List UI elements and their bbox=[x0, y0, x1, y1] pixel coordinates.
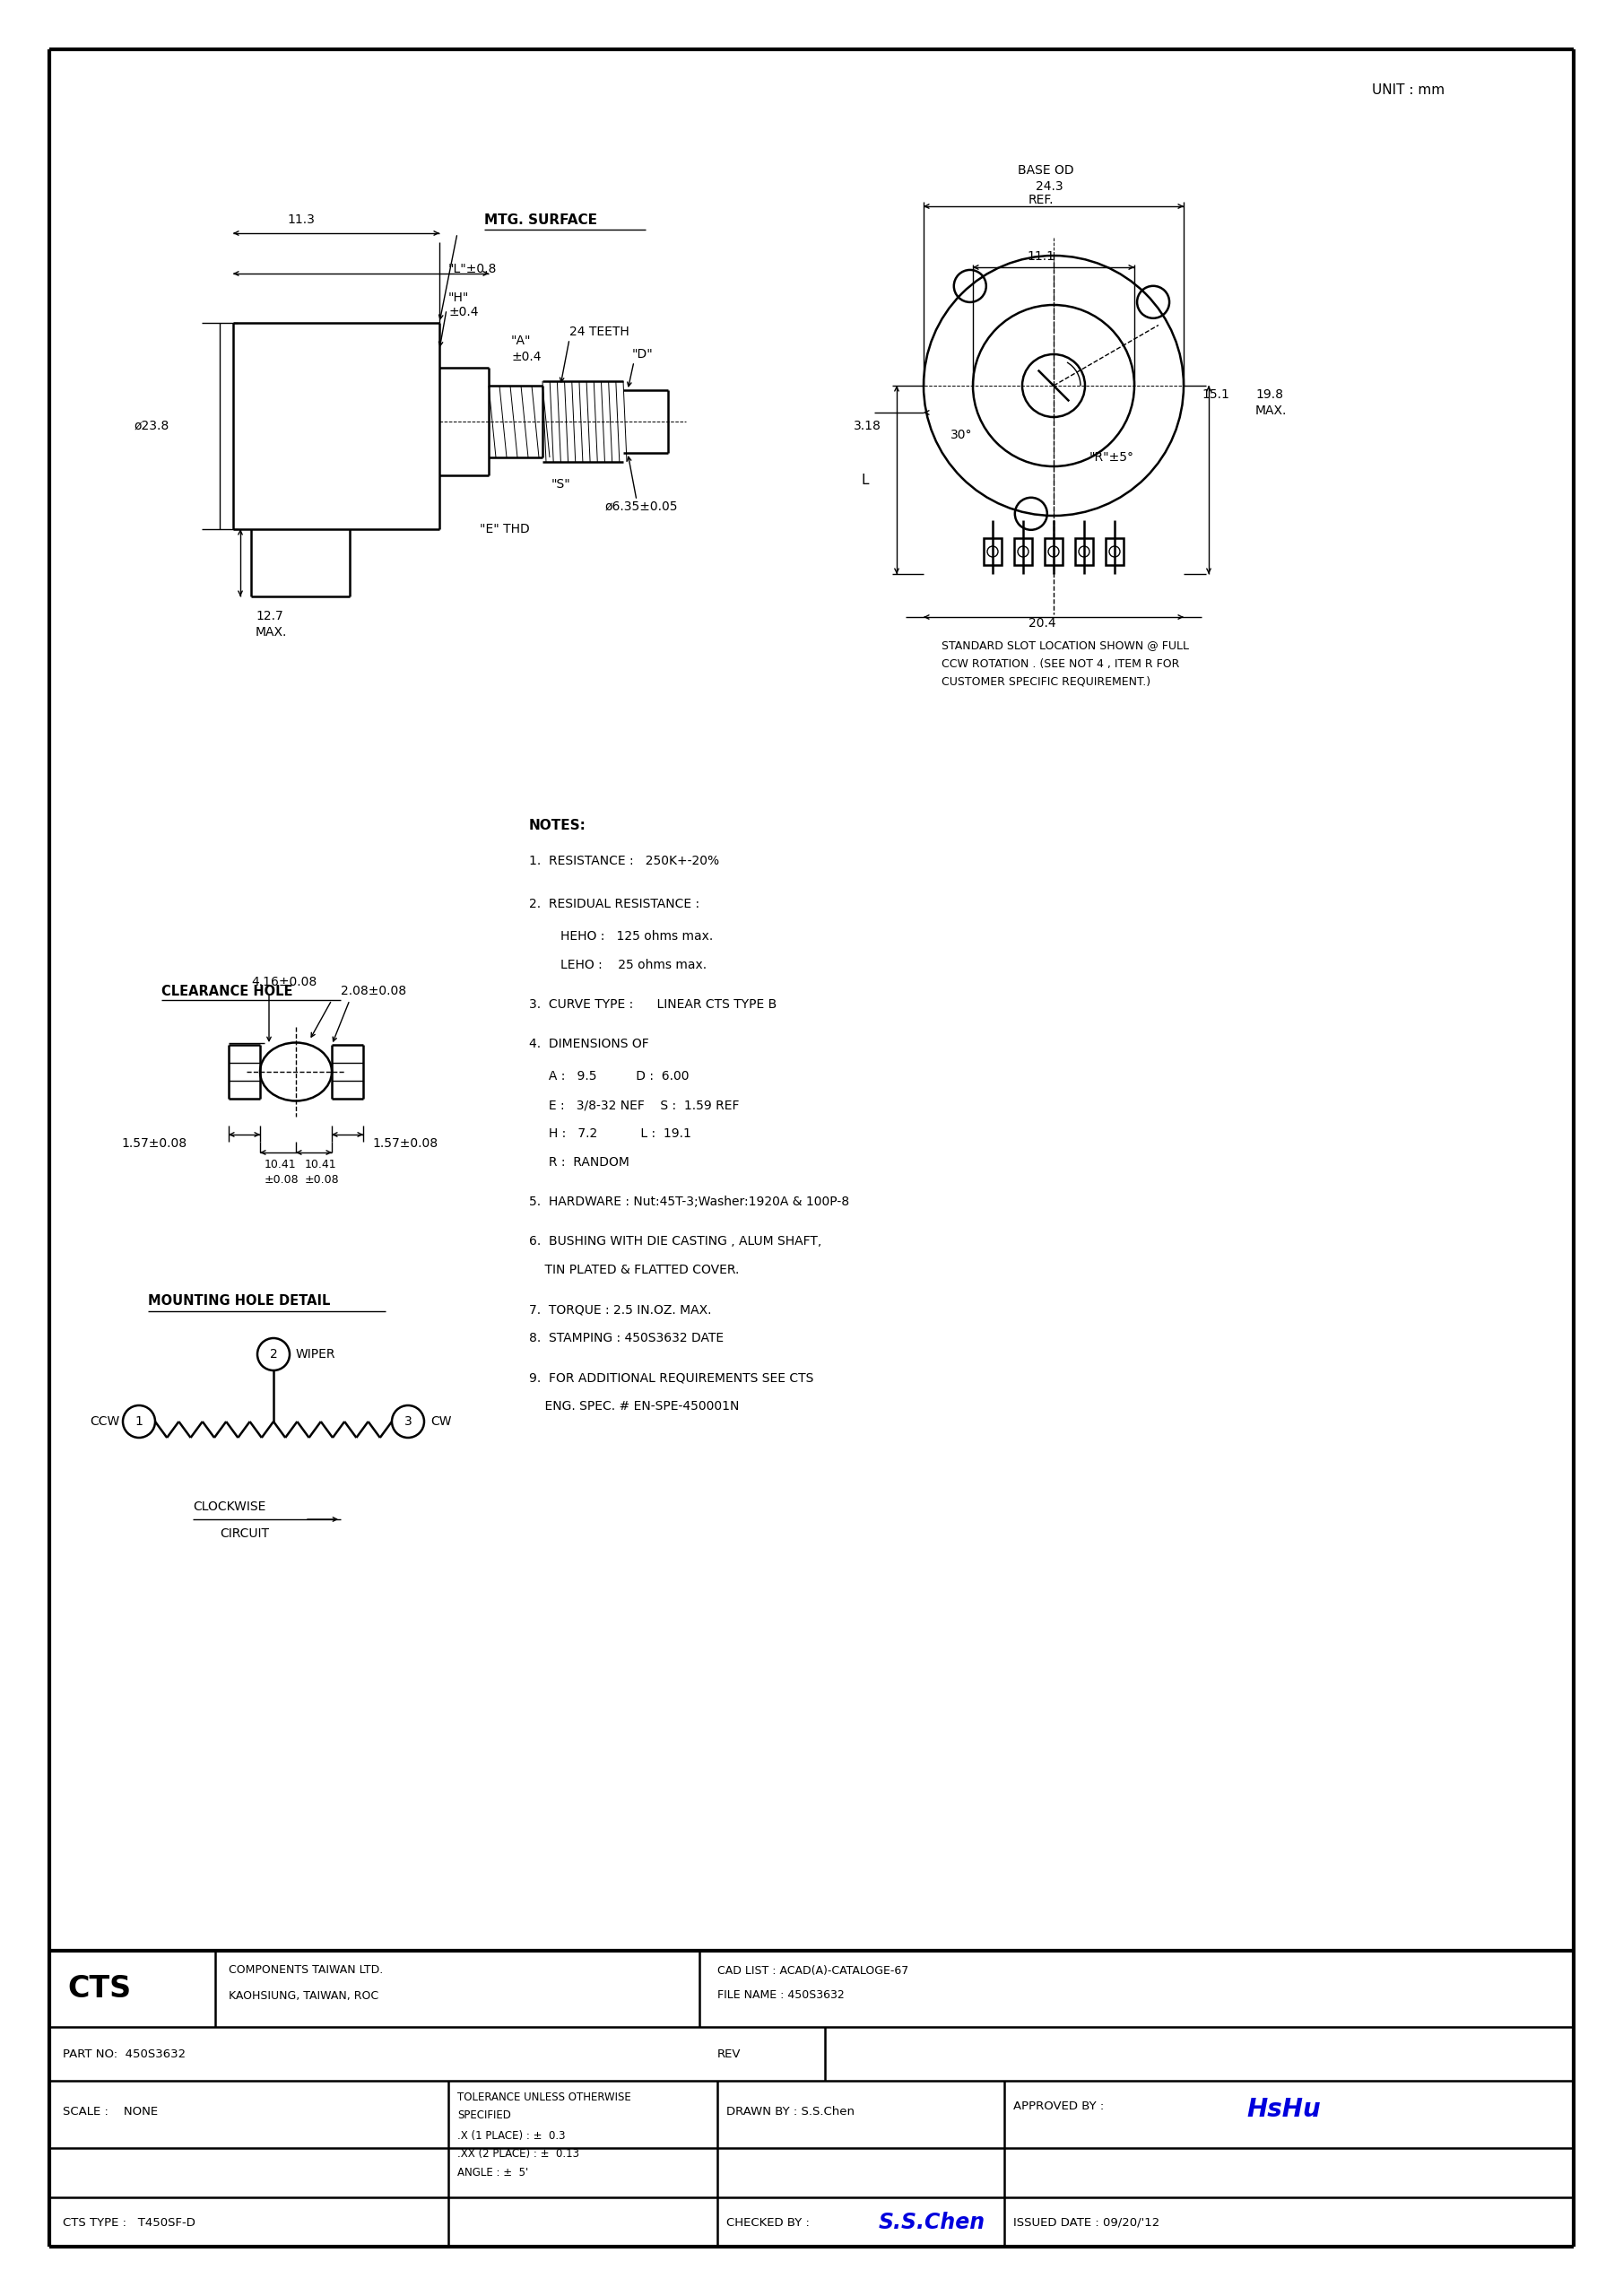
Text: 12.7: 12.7 bbox=[255, 611, 282, 622]
Text: 20.4: 20.4 bbox=[1029, 618, 1057, 629]
Text: REV: REV bbox=[717, 2048, 742, 2060]
Text: FILE NAME : 450S3632: FILE NAME : 450S3632 bbox=[717, 1991, 844, 2002]
Text: NOTES:: NOTES: bbox=[529, 817, 586, 831]
Text: 2.  RESIDUAL RESISTANCE :: 2. RESIDUAL RESISTANCE : bbox=[529, 898, 700, 909]
Text: 10.41: 10.41 bbox=[265, 1157, 297, 1171]
Text: 1: 1 bbox=[135, 1414, 143, 1428]
Text: CW: CW bbox=[430, 1414, 451, 1428]
Text: "A": "A" bbox=[511, 335, 531, 347]
Text: 3.18: 3.18 bbox=[854, 420, 881, 432]
Text: STANDARD SLOT LOCATION SHOWN @ FULL: STANDARD SLOT LOCATION SHOWN @ FULL bbox=[941, 641, 1190, 652]
Text: "S": "S" bbox=[552, 478, 571, 491]
Text: PART NO:  450S3632: PART NO: 450S3632 bbox=[63, 2048, 185, 2060]
Text: KAOHSIUNG, TAIWAN, ROC: KAOHSIUNG, TAIWAN, ROC bbox=[229, 1991, 378, 2002]
Text: 3: 3 bbox=[404, 1414, 412, 1428]
Text: SCALE :    NONE: SCALE : NONE bbox=[63, 2105, 157, 2117]
Text: REF.: REF. bbox=[1029, 193, 1053, 207]
Text: ±0.4: ±0.4 bbox=[511, 351, 540, 363]
Text: 8.  STAMPING : 450S3632 DATE: 8. STAMPING : 450S3632 DATE bbox=[529, 1332, 724, 1345]
Text: 15.1: 15.1 bbox=[1201, 388, 1229, 402]
Text: WIPER: WIPER bbox=[295, 1348, 336, 1362]
Text: "E" THD: "E" THD bbox=[480, 523, 529, 535]
Text: ±0.08: ±0.08 bbox=[305, 1173, 339, 1185]
Text: UNIT : mm: UNIT : mm bbox=[1371, 83, 1444, 96]
Text: 1.57±0.08: 1.57±0.08 bbox=[122, 1137, 187, 1150]
Text: CTS: CTS bbox=[67, 1975, 131, 2004]
Text: CLOCKWISE: CLOCKWISE bbox=[193, 1502, 266, 1513]
Text: "R"±5°: "R"±5° bbox=[1089, 450, 1134, 464]
Text: ISSUED DATE : 09/20/'12: ISSUED DATE : 09/20/'12 bbox=[1013, 2216, 1160, 2229]
Text: CLEARANCE HOLE: CLEARANCE HOLE bbox=[161, 985, 292, 999]
Text: H :   7.2           L :  19.1: H : 7.2 L : 19.1 bbox=[529, 1127, 691, 1139]
Text: APPROVED BY :: APPROVED BY : bbox=[1013, 2101, 1104, 2112]
Text: ±0.08: ±0.08 bbox=[265, 1173, 299, 1185]
Text: CIRCUIT: CIRCUIT bbox=[219, 1527, 269, 1541]
Text: COMPONENTS TAIWAN LTD.: COMPONENTS TAIWAN LTD. bbox=[229, 1965, 383, 1977]
Text: .XX (2 PLACE) : ±  0.13: .XX (2 PLACE) : ± 0.13 bbox=[458, 2149, 579, 2161]
Text: E :   3/8-32 NEF    S :  1.59 REF: E : 3/8-32 NEF S : 1.59 REF bbox=[529, 1100, 740, 1111]
Text: CTS TYPE :   T450SF-D: CTS TYPE : T450SF-D bbox=[63, 2216, 195, 2229]
Text: 1.57±0.08: 1.57±0.08 bbox=[372, 1137, 438, 1150]
Text: 4.  DIMENSIONS OF: 4. DIMENSIONS OF bbox=[529, 1038, 649, 1049]
Text: 6.  BUSHING WITH DIE CASTING , ALUM SHAFT,: 6. BUSHING WITH DIE CASTING , ALUM SHAFT… bbox=[529, 1235, 821, 1247]
Text: MAX.: MAX. bbox=[1255, 404, 1287, 418]
Text: L: L bbox=[860, 473, 868, 487]
Text: ANGLE : ±  5': ANGLE : ± 5' bbox=[458, 2167, 529, 2179]
Text: 11.3: 11.3 bbox=[287, 214, 315, 225]
Text: 9.  FOR ADDITIONAL REQUIREMENTS SEE CTS: 9. FOR ADDITIONAL REQUIREMENTS SEE CTS bbox=[529, 1371, 813, 1384]
Text: HEHO :   125 ohms max.: HEHO : 125 ohms max. bbox=[529, 930, 712, 944]
Text: 3.  CURVE TYPE :      LINEAR CTS TYPE B: 3. CURVE TYPE : LINEAR CTS TYPE B bbox=[529, 999, 777, 1010]
Text: HsHu: HsHu bbox=[1246, 2096, 1321, 2122]
Text: 4.16±0.08: 4.16±0.08 bbox=[252, 976, 316, 987]
Text: 24 TEETH: 24 TEETH bbox=[570, 326, 630, 338]
Text: TIN PLATED & FLATTED COVER.: TIN PLATED & FLATTED COVER. bbox=[529, 1263, 738, 1277]
Text: LEHO :    25 ohms max.: LEHO : 25 ohms max. bbox=[529, 960, 706, 971]
Text: ø6.35±0.05: ø6.35±0.05 bbox=[605, 501, 678, 512]
Text: "H"
±0.4: "H" ±0.4 bbox=[448, 292, 479, 319]
Text: "L"±0.8: "L"±0.8 bbox=[448, 262, 497, 276]
Text: A :   9.5          D :  6.00: A : 9.5 D : 6.00 bbox=[529, 1070, 690, 1081]
Text: 30°: 30° bbox=[951, 429, 972, 441]
Text: "D": "D" bbox=[633, 349, 654, 360]
Text: 2: 2 bbox=[269, 1348, 278, 1362]
Text: MOUNTING HOLE DETAIL: MOUNTING HOLE DETAIL bbox=[148, 1293, 331, 1306]
Text: 7.  TORQUE : 2.5 IN.OZ. MAX.: 7. TORQUE : 2.5 IN.OZ. MAX. bbox=[529, 1304, 711, 1316]
Text: S.S.Chen: S.S.Chen bbox=[878, 2211, 985, 2234]
Text: DRAWN BY : S.S.Chen: DRAWN BY : S.S.Chen bbox=[727, 2105, 855, 2117]
Text: 24.3: 24.3 bbox=[1035, 181, 1063, 193]
Text: 19.8: 19.8 bbox=[1255, 388, 1284, 402]
Text: CHECKED BY :: CHECKED BY : bbox=[727, 2216, 810, 2229]
Text: SPECIFIED: SPECIFIED bbox=[458, 2110, 511, 2122]
Text: CAD LIST : ACAD(A)-CATALOGE-67: CAD LIST : ACAD(A)-CATALOGE-67 bbox=[717, 1965, 909, 1977]
Text: TOLERANCE UNLESS OTHERWISE: TOLERANCE UNLESS OTHERWISE bbox=[458, 2092, 631, 2103]
Text: BASE OD: BASE OD bbox=[1018, 163, 1074, 177]
Text: CCW ROTATION . (SEE NOT 4 , ITEM R FOR: CCW ROTATION . (SEE NOT 4 , ITEM R FOR bbox=[941, 659, 1180, 670]
Text: R :  RANDOM: R : RANDOM bbox=[529, 1157, 630, 1169]
Text: 11.1: 11.1 bbox=[1027, 250, 1055, 262]
Text: MTG. SURFACE: MTG. SURFACE bbox=[484, 214, 597, 227]
Text: 2.08±0.08: 2.08±0.08 bbox=[341, 985, 406, 996]
Text: 5.  HARDWARE : Nut:45T-3;Washer:1920A & 100P-8: 5. HARDWARE : Nut:45T-3;Washer:1920A & 1… bbox=[529, 1196, 849, 1208]
Text: ENG. SPEC. # EN-SPE-450001N: ENG. SPEC. # EN-SPE-450001N bbox=[529, 1401, 738, 1412]
Text: 10.41: 10.41 bbox=[305, 1157, 338, 1171]
Text: CUSTOMER SPECIFIC REQUIREMENT.): CUSTOMER SPECIFIC REQUIREMENT.) bbox=[941, 675, 1151, 687]
Text: .X (1 PLACE) : ±  0.3: .X (1 PLACE) : ± 0.3 bbox=[458, 2131, 565, 2142]
Text: 1.  RESISTANCE :   250K+-20%: 1. RESISTANCE : 250K+-20% bbox=[529, 854, 719, 868]
Text: CCW: CCW bbox=[89, 1414, 120, 1428]
Text: MAX.: MAX. bbox=[255, 627, 287, 638]
Text: ø23.8: ø23.8 bbox=[135, 420, 170, 432]
